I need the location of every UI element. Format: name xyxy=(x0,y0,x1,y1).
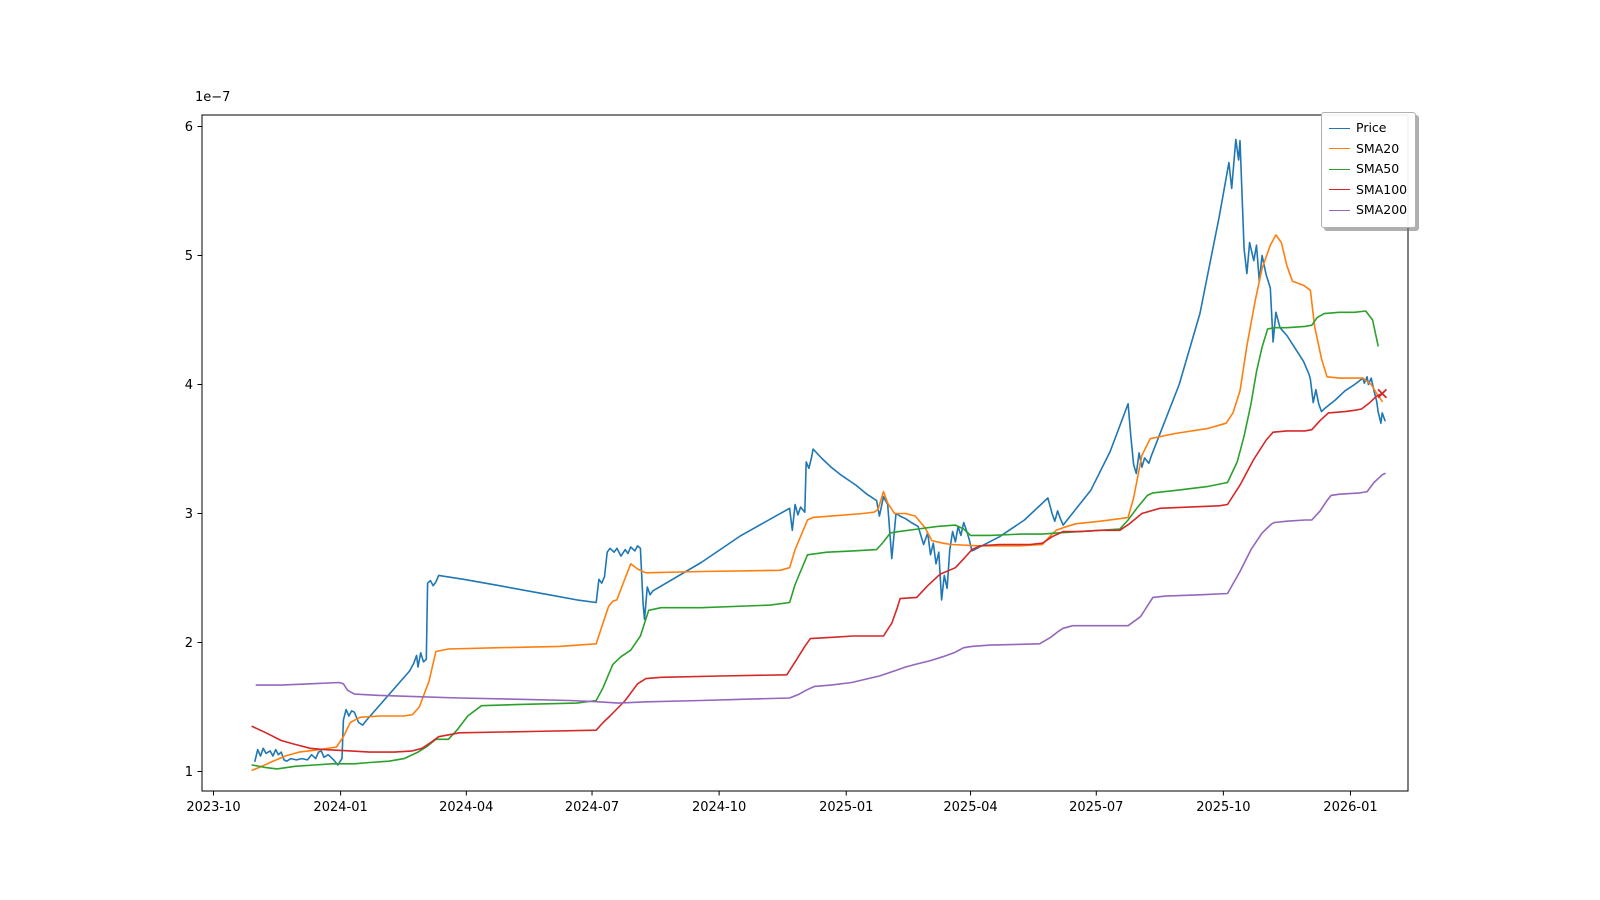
series-line-sma100 xyxy=(251,392,1383,753)
legend-swatch-sma100 xyxy=(1329,189,1350,191)
legend-swatch-sma20 xyxy=(1329,148,1350,150)
legend-label-sma20: SMA20 xyxy=(1356,140,1400,156)
x-tick-label: 2025-07 xyxy=(1069,800,1123,815)
legend-swatch-sma200 xyxy=(1329,209,1350,211)
legend-label-sma50: SMA50 xyxy=(1356,161,1400,176)
legend-label-sma200: SMA200 xyxy=(1356,202,1408,217)
legend-item-price: Price xyxy=(1329,118,1407,139)
y-tick-label: 4 xyxy=(185,378,193,393)
series-line-sma20 xyxy=(251,234,1383,772)
y-tick-label: 3 xyxy=(185,507,193,522)
y-tick-label: 6 xyxy=(185,120,193,135)
y-tick-label: 2 xyxy=(185,636,193,651)
x-tick-label: 2024-07 xyxy=(565,800,619,815)
legend-swatch-sma50 xyxy=(1329,168,1350,170)
legend-item-sma20: SMA20 xyxy=(1329,139,1407,160)
x-tick-label: 2025-10 xyxy=(1196,800,1250,815)
series-line-sma200 xyxy=(255,472,1386,704)
legend-item-sma200: SMA200 xyxy=(1329,200,1407,221)
x-tick-label: 2024-01 xyxy=(313,800,367,815)
legend-label-price: Price xyxy=(1356,120,1387,135)
x-tick-label: 2024-04 xyxy=(439,800,493,815)
series-line-price xyxy=(254,138,1386,766)
y-tick-label: 5 xyxy=(185,249,193,264)
legend-swatch-price xyxy=(1329,127,1350,129)
y-axis-offset-label: 1e−7 xyxy=(195,90,230,105)
x-tick-label: 2024-10 xyxy=(692,800,746,815)
axes-box xyxy=(201,114,1409,792)
legend-label-sma100: SMA100 xyxy=(1356,181,1408,197)
x-tick-label: 2023-10 xyxy=(186,800,240,815)
series-line-sma50 xyxy=(251,310,1379,770)
legend: Price SMA20 SMA50 SMA100 SMA200 xyxy=(1321,112,1417,228)
series-end-x-marker xyxy=(1377,388,1388,399)
legend-item-sma100: SMA100 xyxy=(1329,180,1407,201)
x-tick-label: 2025-04 xyxy=(943,800,997,815)
x-tick-label: 2025-01 xyxy=(819,800,873,815)
legend-item-sma50: SMA50 xyxy=(1329,159,1407,180)
y-tick-label: 1 xyxy=(185,765,193,780)
x-tick-label: 2026-01 xyxy=(1323,800,1377,815)
